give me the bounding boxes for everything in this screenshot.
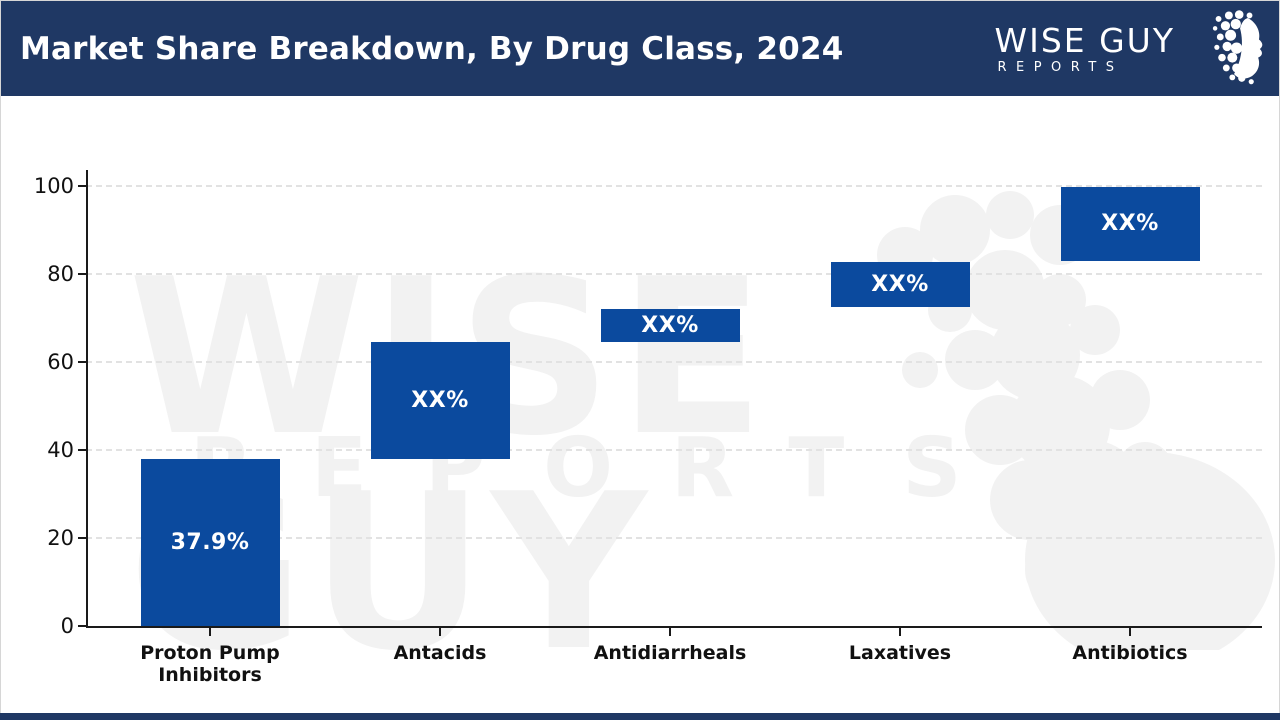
gridline xyxy=(86,537,1262,539)
y-axis-tick xyxy=(78,185,86,187)
logo-subtitle: REPORTS xyxy=(997,59,1124,75)
header-bar: Market Share Breakdown, By Drug Class, 2… xyxy=(1,1,1279,96)
x-axis-tick xyxy=(899,628,901,636)
x-axis-tick xyxy=(439,628,441,636)
bar-segment: XX% xyxy=(830,261,970,307)
gridline xyxy=(86,273,1262,275)
x-axis-tick xyxy=(209,628,211,636)
bar-value-label: 37.9% xyxy=(170,530,250,556)
bar-segment: 37.9% xyxy=(140,459,280,626)
x-axis-line xyxy=(86,626,1262,628)
y-axis-tick-label: 80 xyxy=(47,262,74,286)
bar-value-label: XX% xyxy=(411,388,469,414)
gridline xyxy=(86,361,1262,363)
gridline xyxy=(86,185,1262,187)
y-axis-tick-label: 60 xyxy=(47,350,74,374)
page-title: Market Share Breakdown, By Drug Class, 2… xyxy=(20,30,844,67)
wise-guy-reports-logo: WISE GUY REPORTS xyxy=(994,7,1279,91)
bar-value-label: XX% xyxy=(641,312,699,338)
x-category-label: Antacids xyxy=(393,642,487,664)
logo-text: WISE GUY REPORTS xyxy=(994,24,1175,74)
y-axis-tick xyxy=(78,273,86,275)
bar-segment: XX% xyxy=(370,342,510,460)
gridline xyxy=(86,449,1262,451)
dotted-head-logo-icon xyxy=(1212,9,1263,84)
x-category-label: Laxatives xyxy=(848,642,952,664)
y-axis-tick xyxy=(78,625,86,627)
x-category-label: Proton Pump Inhibitors xyxy=(140,642,280,687)
watermark-subtitle: REPORTS xyxy=(190,421,1020,516)
x-category-label: Antibiotics xyxy=(1072,642,1188,664)
y-axis-line xyxy=(86,170,88,628)
footer-bar xyxy=(0,713,1280,720)
plot-area: 0 20 40 60 80 100 37.9% Proton Pump Inhibitors X… xyxy=(0,96,1280,713)
y-axis-tick xyxy=(78,537,86,539)
bar-value-label: XX% xyxy=(871,271,929,297)
bar-value-label: XX% xyxy=(1101,211,1159,237)
y-axis-tick-label: 20 xyxy=(47,526,74,550)
y-axis-tick-label: 40 xyxy=(47,438,74,462)
y-axis-tick-label: 0 xyxy=(60,614,74,638)
x-category-label: Antidiarrheals xyxy=(593,642,747,664)
y-axis-tick-label: 100 xyxy=(33,174,74,198)
y-axis-tick xyxy=(78,361,86,363)
logo-wordmark: WISE GUY xyxy=(994,20,1175,60)
bar-segment: XX% xyxy=(1060,186,1200,261)
x-axis-tick xyxy=(1129,628,1131,636)
y-axis-tick xyxy=(78,449,86,451)
bar-segment: XX% xyxy=(600,308,740,343)
x-axis-tick xyxy=(669,628,671,636)
